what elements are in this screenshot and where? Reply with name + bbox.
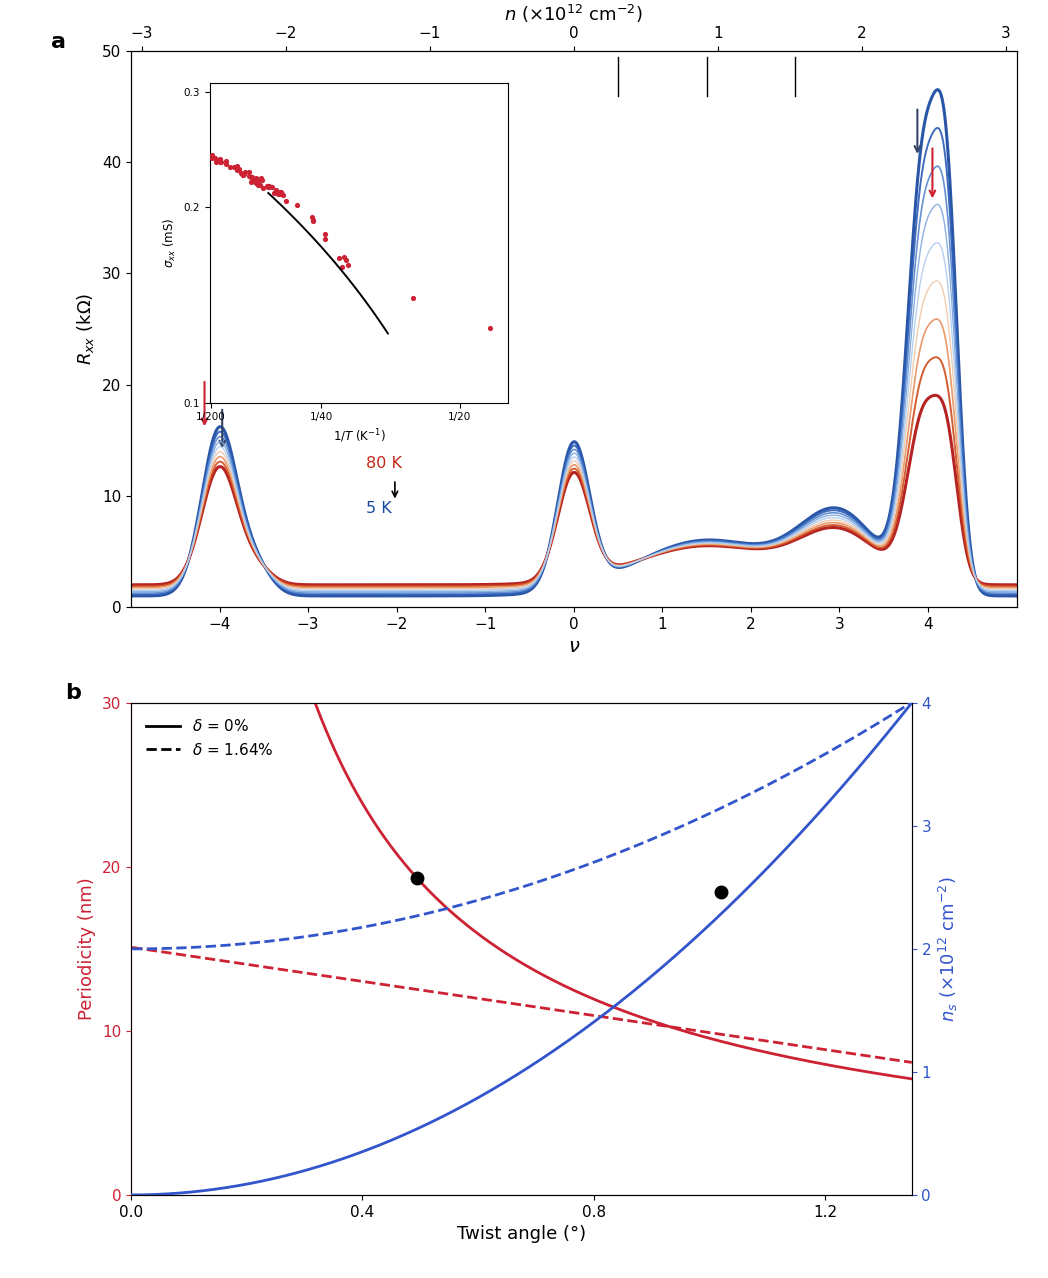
Point — [316, 229, 333, 249]
Text: a: a — [51, 32, 66, 51]
Point — [259, 176, 276, 197]
Point — [208, 152, 224, 173]
Point — [213, 152, 230, 173]
Point — [241, 166, 258, 187]
Point — [230, 156, 246, 176]
Point — [242, 167, 259, 188]
Point — [259, 178, 276, 198]
Point — [261, 176, 278, 197]
Point — [241, 161, 258, 181]
Point — [254, 170, 270, 190]
Point — [231, 158, 247, 179]
Point — [304, 207, 321, 227]
Point — [242, 171, 259, 192]
Point — [337, 249, 354, 270]
Point — [271, 181, 288, 202]
Point — [260, 176, 277, 197]
X-axis label: $n$ ($\times$10$^{12}$ cm$^{-2}$): $n$ ($\times$10$^{12}$ cm$^{-2}$) — [504, 3, 643, 24]
Point — [340, 254, 356, 275]
Point — [274, 183, 290, 203]
Point — [206, 148, 223, 169]
Point — [266, 183, 283, 203]
Point — [235, 165, 252, 185]
Point — [222, 157, 239, 178]
X-axis label: 1/$T$ (K$^{-1}$): 1/$T$ (K$^{-1}$) — [332, 428, 386, 446]
Point — [259, 175, 276, 196]
Point — [249, 170, 266, 190]
Point — [252, 170, 268, 190]
X-axis label: Twist angle (°): Twist angle (°) — [457, 1226, 586, 1243]
Point — [267, 179, 284, 199]
Point — [275, 184, 291, 204]
Point — [218, 151, 235, 171]
Point — [211, 150, 227, 170]
Point — [271, 184, 288, 204]
Point — [249, 175, 266, 196]
Point — [209, 150, 225, 170]
Point — [247, 167, 264, 188]
Point — [218, 155, 235, 175]
Point — [334, 257, 351, 277]
Point — [210, 151, 226, 171]
Point — [278, 192, 294, 212]
Legend: $\delta$ = 0%, $\delta$ = 1.64%: $\delta$ = 0%, $\delta$ = 1.64% — [138, 711, 281, 766]
Y-axis label: $R_{xx}$ (k$\Omega$): $R_{xx}$ (k$\Omega$) — [75, 293, 96, 366]
Point — [316, 224, 333, 244]
Point — [330, 248, 347, 268]
Point — [244, 169, 261, 189]
Point — [244, 167, 261, 188]
Y-axis label: $n_s$ ($\times$10$^{12}$ cm$^{-2}$): $n_s$ ($\times$10$^{12}$ cm$^{-2}$) — [937, 875, 960, 1022]
Point — [263, 178, 280, 198]
Point — [247, 173, 264, 193]
Point — [304, 211, 321, 231]
Y-axis label: Periodicity (nm): Periodicity (nm) — [79, 878, 96, 1020]
X-axis label: $\nu$: $\nu$ — [568, 638, 580, 657]
Point — [335, 247, 352, 267]
Point — [246, 171, 263, 192]
Point — [233, 162, 249, 183]
Point — [255, 178, 271, 198]
Point — [212, 152, 228, 173]
Text: b: b — [65, 684, 81, 703]
Point — [204, 144, 221, 165]
Point — [247, 169, 264, 189]
Y-axis label: $\sigma_{xx}$ (mS): $\sigma_{xx}$ (mS) — [161, 217, 178, 268]
Point — [225, 157, 242, 178]
Point — [406, 288, 422, 308]
Point — [234, 164, 250, 184]
Point — [204, 148, 221, 169]
Point — [482, 318, 499, 339]
Point — [270, 184, 287, 204]
Text: 80 K: 80 K — [366, 456, 401, 472]
Text: 5 K: 5 K — [366, 501, 391, 515]
Point — [236, 162, 253, 183]
Point — [288, 194, 305, 215]
Point — [244, 170, 261, 190]
Point — [272, 183, 289, 203]
Point — [305, 211, 322, 231]
Point — [228, 160, 245, 180]
Point — [236, 164, 253, 184]
Point — [252, 175, 268, 196]
Point — [235, 165, 252, 185]
Point — [253, 169, 269, 189]
Point — [235, 164, 252, 184]
